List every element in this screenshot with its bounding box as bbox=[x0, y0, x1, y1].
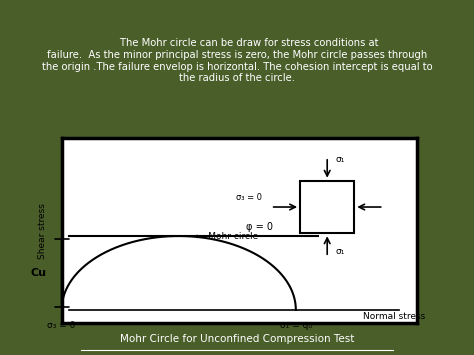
Bar bbox=[300, 181, 355, 233]
Text: ←  Mohr circle: ← Mohr circle bbox=[195, 233, 259, 241]
Text: σ₁ = qᵤ: σ₁ = qᵤ bbox=[280, 321, 312, 330]
Text: Cu: Cu bbox=[31, 268, 46, 278]
Text: Shear stress: Shear stress bbox=[38, 203, 47, 259]
Text: σ₁: σ₁ bbox=[336, 155, 345, 164]
Text: σ₃ = 0: σ₃ = 0 bbox=[47, 321, 76, 330]
Text: φ = 0: φ = 0 bbox=[246, 222, 273, 232]
Text: Mohr Circle for Unconfined Compression Test: Mohr Circle for Unconfined Compression T… bbox=[120, 334, 354, 344]
Text: Normal stress: Normal stress bbox=[363, 312, 425, 321]
Text: σ₁: σ₁ bbox=[336, 247, 345, 256]
Text: The Mohr circle can be draw for stress conditions at
failure.  As the minor prin: The Mohr circle can be draw for stress c… bbox=[42, 38, 432, 83]
Text: σ₃ = 0: σ₃ = 0 bbox=[237, 193, 263, 202]
